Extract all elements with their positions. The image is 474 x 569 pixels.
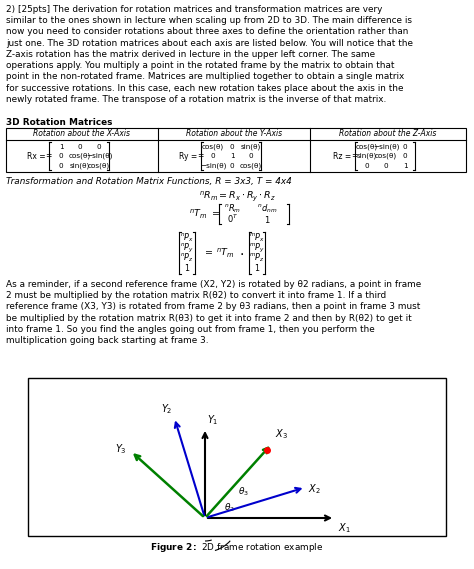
- Text: Rx =: Rx =: [27, 151, 46, 160]
- Bar: [6, 128, 466, 172]
- Text: −sin(θ): −sin(θ): [200, 162, 226, 169]
- Text: ${}^nP_z$: ${}^nP_z$: [180, 251, 194, 264]
- Text: cos(θ): cos(θ): [202, 143, 224, 150]
- Text: 0: 0: [365, 163, 369, 168]
- Text: ${}^nR_m$: ${}^nR_m$: [224, 203, 242, 215]
- Text: sin(θ): sin(θ): [357, 152, 377, 159]
- Text: ${}^nd_{nm}$: ${}^nd_{nm}$: [257, 203, 277, 215]
- Text: sin(θ): sin(θ): [241, 143, 261, 150]
- Text: Transformation and Rotation Matrix Functions, R = 3x3, T = 4x4: Transformation and Rotation Matrix Funct…: [6, 177, 292, 186]
- Text: cos(θ): cos(θ): [240, 162, 262, 169]
- Text: $Y_2$: $Y_2$: [161, 402, 173, 415]
- Text: =: =: [205, 249, 213, 258]
- Text: $X_2$: $X_2$: [309, 483, 321, 496]
- Text: 0: 0: [403, 153, 407, 159]
- Text: ${}^nP_x$: ${}^nP_x$: [180, 232, 194, 244]
- Text: −sin(θ): −sin(θ): [373, 143, 399, 150]
- Text: $Y_1$: $Y_1$: [207, 413, 219, 427]
- Text: 0: 0: [97, 143, 101, 150]
- Text: $1$: $1$: [264, 213, 270, 225]
- Bar: [28, 378, 446, 536]
- Text: ${}^mP_z$: ${}^mP_z$: [249, 251, 265, 264]
- Text: Rotation about the X-Axis: Rotation about the X-Axis: [34, 129, 130, 138]
- Text: =: =: [212, 209, 220, 218]
- Text: 0: 0: [249, 153, 253, 159]
- Text: As a reminder, if a second reference frame (X2, Y2) is rotated by θ2 radians, a : As a reminder, if a second reference fra…: [6, 280, 421, 345]
- Text: $\theta_3$: $\theta_3$: [237, 486, 248, 498]
- Text: 1: 1: [230, 153, 234, 159]
- Text: 0: 0: [403, 143, 407, 150]
- Text: Rotation about the Z-Axis: Rotation about the Z-Axis: [339, 129, 437, 138]
- Text: cos(θ): cos(θ): [69, 152, 91, 159]
- Text: 0: 0: [230, 143, 234, 150]
- Text: 0: 0: [210, 153, 215, 159]
- Text: $\theta_2$: $\theta_2$: [224, 502, 235, 514]
- Text: 0: 0: [383, 163, 388, 168]
- Text: cos(θ): cos(θ): [88, 162, 110, 169]
- Text: =: =: [197, 151, 203, 160]
- Text: 1: 1: [184, 263, 190, 273]
- Text: −sin(θ): −sin(θ): [86, 152, 112, 159]
- Text: =: =: [351, 151, 357, 160]
- Text: 1: 1: [255, 263, 259, 273]
- Text: cos(θ): cos(θ): [356, 143, 378, 150]
- Text: 1: 1: [59, 143, 64, 150]
- Text: sin(θ): sin(θ): [70, 162, 90, 169]
- Text: 3D Rotation Matrices: 3D Rotation Matrices: [6, 118, 112, 127]
- Text: $Y_3$: $Y_3$: [115, 442, 127, 456]
- Text: 0: 0: [230, 163, 234, 168]
- Text: Rz =: Rz =: [333, 151, 351, 160]
- Text: $X_1$: $X_1$: [338, 521, 351, 535]
- Text: 1: 1: [403, 163, 407, 168]
- Text: $\bf{Figure\ 2:}$ 2D frame rotation example: $\bf{Figure\ 2:}$ 2D frame rotation exam…: [150, 541, 324, 554]
- Text: =: =: [45, 151, 51, 160]
- Text: ${}^nT_m$: ${}^nT_m$: [189, 207, 207, 221]
- Text: $X_3$: $X_3$: [275, 427, 288, 440]
- Text: 2) [25pts] The derivation for rotation matrices and transformation matrices are : 2) [25pts] The derivation for rotation m…: [6, 5, 413, 104]
- Text: 0: 0: [59, 163, 64, 168]
- Text: $0^T$: $0^T$: [228, 213, 239, 225]
- Text: ${}^nP_y$: ${}^nP_y$: [180, 241, 194, 254]
- Text: 0: 0: [78, 143, 82, 150]
- Text: $\cdot$: $\cdot$: [238, 246, 244, 260]
- Text: ${}^mP_x$: ${}^mP_x$: [249, 232, 265, 244]
- Text: 0: 0: [59, 153, 64, 159]
- Text: ${}^nT_m$: ${}^nT_m$: [216, 246, 234, 260]
- Text: cos(θ): cos(θ): [375, 152, 397, 159]
- Text: ${}^mP_y$: ${}^mP_y$: [249, 241, 265, 254]
- Text: ${}^nR_m = R_x \cdot R_y \cdot R_z$: ${}^nR_m = R_x \cdot R_y \cdot R_z$: [199, 190, 275, 204]
- Text: Ry =: Ry =: [179, 151, 197, 160]
- Text: Rotation about the Y-Axis: Rotation about the Y-Axis: [186, 129, 282, 138]
